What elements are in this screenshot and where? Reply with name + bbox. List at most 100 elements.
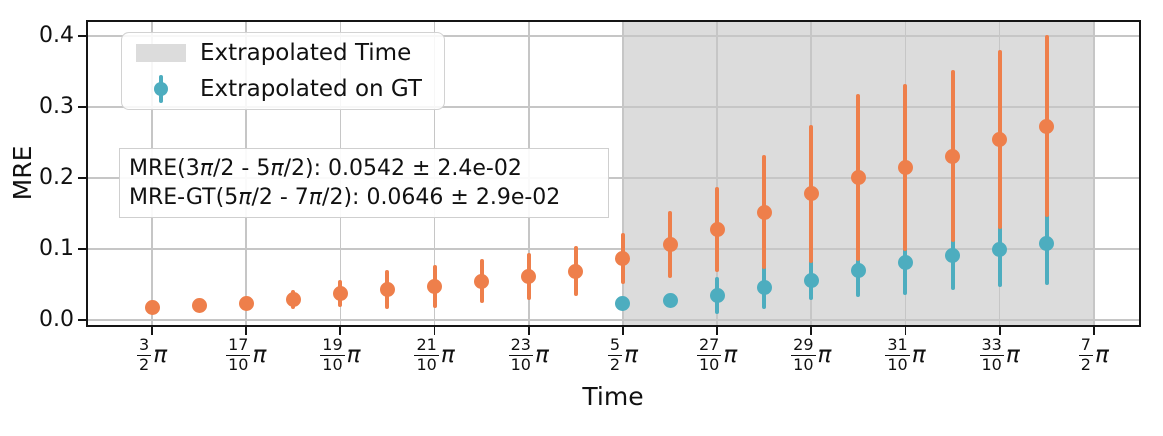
fraction: 33 10 bbox=[979, 335, 1004, 374]
gt-data-point bbox=[1039, 235, 1055, 251]
pi-symbol: π bbox=[1005, 341, 1020, 368]
legend-item-extrapolated-on-gt: Extrapolated on GT bbox=[122, 73, 444, 105]
mre-data-point bbox=[285, 291, 301, 307]
gt-data-point bbox=[850, 262, 866, 278]
pi-symbol: π bbox=[911, 341, 926, 368]
annotation-line: MRE(3π/2 - 5π/2): 0.0542 ± 2.4e-02 bbox=[129, 156, 522, 181]
fraction: 31 10 bbox=[885, 335, 910, 374]
mre-data-point bbox=[615, 250, 631, 266]
legend-item-extrapolated-time: Extrapolated Time bbox=[122, 37, 444, 69]
y-tick bbox=[78, 177, 86, 179]
x-tick-label: 29 10 π bbox=[766, 335, 856, 374]
gt-data-point bbox=[756, 279, 772, 295]
x-axis-label: Time bbox=[582, 382, 644, 411]
y-axis-label: MRE bbox=[8, 145, 37, 201]
x-tick bbox=[904, 327, 907, 335]
mre-data-point bbox=[238, 295, 254, 311]
gt-data-point bbox=[945, 247, 961, 263]
x-tick bbox=[339, 327, 342, 335]
annotation-box: MRE(3π/2 - 5π/2): 0.0542 ± 2.4e-02 MRE-GT… bbox=[119, 148, 609, 218]
gridline-horizontal bbox=[88, 248, 1139, 250]
mre-data-point bbox=[568, 263, 584, 279]
x-tick bbox=[433, 327, 436, 335]
mre-data-point bbox=[850, 169, 866, 185]
mre-data-point bbox=[662, 237, 678, 253]
fraction: 27 10 bbox=[696, 335, 722, 374]
pi-symbol: π bbox=[346, 341, 361, 368]
pi-symbol: π bbox=[534, 341, 549, 368]
fraction: 23 10 bbox=[508, 335, 533, 374]
y-tick-label: 0.4 bbox=[39, 23, 74, 49]
annotation-line: MRE-GT(5π/2 - 7π/2): 0.0646 ± 2.9e-02 bbox=[129, 185, 561, 210]
mre-data-point bbox=[379, 282, 395, 298]
point-marker-icon bbox=[154, 82, 168, 96]
plot-area bbox=[86, 20, 1141, 327]
legend-item-label: Extrapolated on GT bbox=[200, 76, 422, 102]
mre-data-point bbox=[332, 285, 348, 301]
gridline-vertical bbox=[716, 22, 718, 325]
x-tick bbox=[527, 327, 530, 335]
gridline-vertical bbox=[622, 22, 624, 325]
legend-item-label: Extrapolated Time bbox=[200, 40, 412, 66]
x-tick-label: 21 10 π bbox=[390, 335, 480, 374]
fraction: 17 10 bbox=[226, 335, 251, 374]
pi-symbol: π bbox=[624, 341, 638, 368]
x-tick-label: 33 10 π bbox=[955, 335, 1045, 374]
gridline-vertical bbox=[1092, 22, 1095, 325]
mre-data-point bbox=[709, 222, 725, 238]
fraction: 29 10 bbox=[791, 335, 816, 374]
x-tick bbox=[151, 327, 153, 335]
fraction: 21 10 bbox=[414, 335, 439, 374]
mre-data-point bbox=[945, 148, 961, 164]
mre-data-point bbox=[521, 269, 537, 285]
mre-data-point bbox=[191, 297, 207, 313]
gt-data-point bbox=[803, 272, 819, 288]
x-tick-label: 17 10 π bbox=[201, 335, 291, 374]
gridline-horizontal bbox=[88, 177, 1139, 179]
y-tick bbox=[78, 248, 86, 250]
legend-swatch-cell bbox=[122, 73, 200, 105]
x-tick-label: 27 10 π bbox=[672, 335, 762, 374]
fraction: 19 10 bbox=[320, 335, 345, 374]
pi-symbol: π bbox=[440, 341, 455, 368]
y-tick-label: 0.1 bbox=[39, 236, 74, 262]
mre-data-point bbox=[756, 204, 772, 220]
y-tick-label: 0.0 bbox=[39, 307, 74, 333]
x-tick bbox=[245, 327, 248, 335]
gt-data-point bbox=[992, 241, 1008, 257]
pi-symbol: π bbox=[153, 341, 168, 368]
x-tick-label: 31 10 π bbox=[860, 335, 950, 374]
extrapolated-time-patch-icon bbox=[136, 44, 186, 62]
y-tick bbox=[78, 106, 86, 109]
gt-data-point bbox=[897, 255, 913, 271]
mre-data-point bbox=[427, 279, 443, 295]
pi-symbol: π bbox=[817, 341, 832, 368]
pi-symbol: π bbox=[252, 341, 267, 368]
mre-data-point bbox=[897, 159, 913, 175]
x-tick bbox=[622, 327, 624, 335]
gridline-horizontal bbox=[88, 106, 1139, 108]
y-tick bbox=[78, 319, 86, 321]
mre-data-point bbox=[803, 186, 819, 202]
mre-data-point bbox=[992, 132, 1008, 148]
pi-symbol: π bbox=[723, 341, 738, 368]
x-tick bbox=[998, 327, 1001, 335]
pi-symbol: π bbox=[1094, 341, 1109, 368]
mre-data-point bbox=[1039, 118, 1055, 134]
gt-data-point bbox=[662, 293, 678, 309]
legend-swatch-cell bbox=[122, 37, 200, 69]
x-tick bbox=[1092, 327, 1095, 335]
y-tick-label: 0.2 bbox=[39, 165, 74, 191]
y-tick bbox=[78, 35, 86, 38]
x-tick-label: 23 10 π bbox=[484, 335, 574, 374]
gt-data-point bbox=[615, 296, 631, 312]
y-tick-label: 0.3 bbox=[39, 94, 74, 120]
gridline-horizontal bbox=[88, 319, 1139, 321]
legend: Extrapolated Time Extrapolated on GT bbox=[121, 32, 445, 110]
